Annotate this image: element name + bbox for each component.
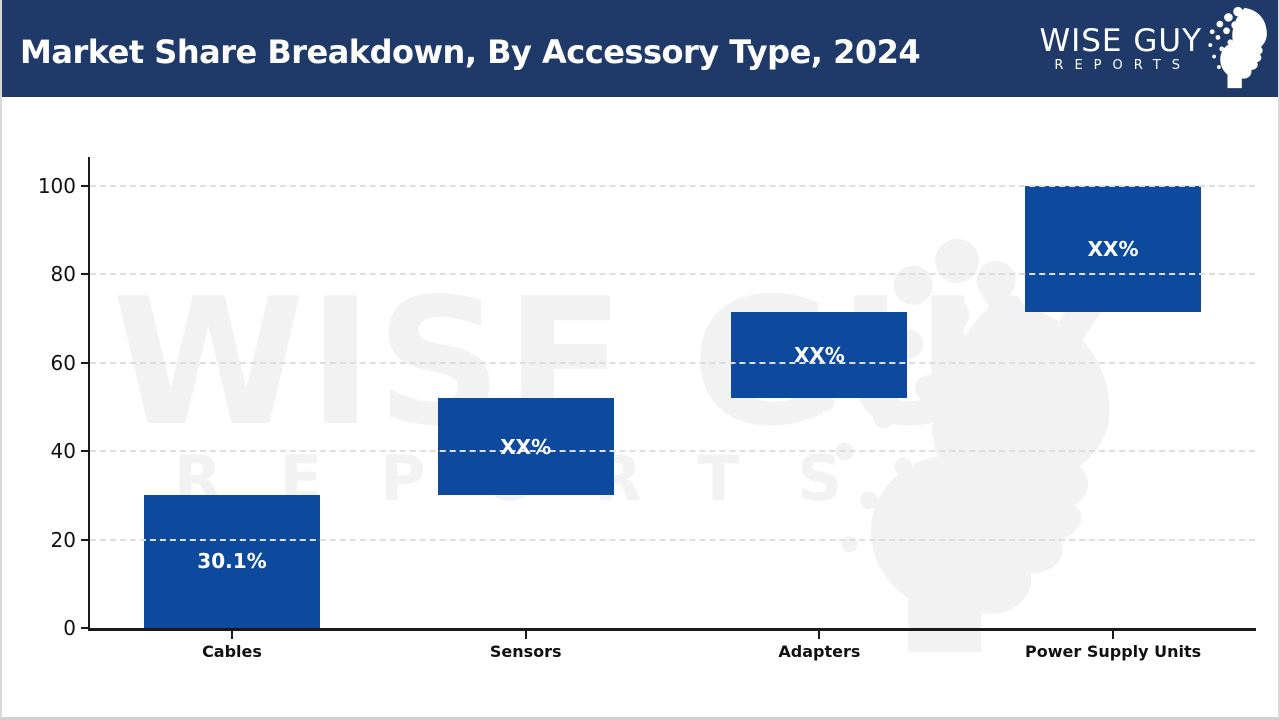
y-tick-40 <box>81 450 88 453</box>
bar-adapters <box>731 311 908 399</box>
y-tick-label-80: 80 <box>50 262 76 287</box>
logo-head-icon <box>1208 6 1267 89</box>
x-axis-spine <box>88 628 1256 631</box>
bar-cables <box>144 494 320 628</box>
bar-value-label: XX% <box>500 434 552 459</box>
wise-guy-logo: WISE GUY REPORTS <box>1039 4 1272 94</box>
x-category-label: Sensors <box>489 642 562 661</box>
x-category-label: Cables <box>202 642 262 661</box>
logo-wordmark: WISE GUY <box>1039 22 1202 59</box>
header-bar: Market Share Breakdown, By Accessory Typ… <box>2 0 1278 97</box>
y-tick-0 <box>81 627 88 629</box>
gridline-60 <box>90 361 1255 364</box>
chart-title: Market Share Breakdown, By Accessory Typ… <box>20 33 921 71</box>
x-tick-1 <box>524 631 527 639</box>
y-tick-20 <box>81 538 88 541</box>
x-category-label: Adapters <box>778 642 861 661</box>
chart-area: WISE GUY REPORTS 02040608010030.1%Cables… <box>2 97 1278 717</box>
y-tick-label-60: 60 <box>50 350 76 375</box>
logo-subtitle: REPORTS <box>1054 58 1192 74</box>
gridline-20 <box>90 538 1255 541</box>
logo-text: WISE GUY REPORTS <box>1039 25 1202 74</box>
x-category-label: Power Supply Units <box>1025 642 1202 661</box>
gridline-100 <box>90 185 1255 187</box>
x-tick-0 <box>231 631 233 639</box>
bar-value-label: 30.1% <box>197 549 267 574</box>
y-tick-80 <box>81 273 88 276</box>
bar-value-label: XX% <box>793 343 845 368</box>
y-tick-label-100: 100 <box>37 174 76 198</box>
gridline-40 <box>90 450 1255 453</box>
y-tick-100 <box>81 185 88 187</box>
x-tick-2 <box>818 631 821 639</box>
x-tick-3 <box>1112 631 1115 639</box>
y-tick-60 <box>81 361 88 364</box>
y-tick-label-40: 40 <box>50 439 76 464</box>
bar-power-supply-units <box>1025 186 1202 312</box>
y-tick-label-20: 20 <box>50 527 76 552</box>
y-tick-label-0: 0 <box>63 616 76 640</box>
bar-sensors <box>437 398 614 495</box>
gridline-80 <box>90 273 1255 276</box>
bar-value-label: XX% <box>1087 236 1139 261</box>
y-axis-spine <box>88 157 90 630</box>
